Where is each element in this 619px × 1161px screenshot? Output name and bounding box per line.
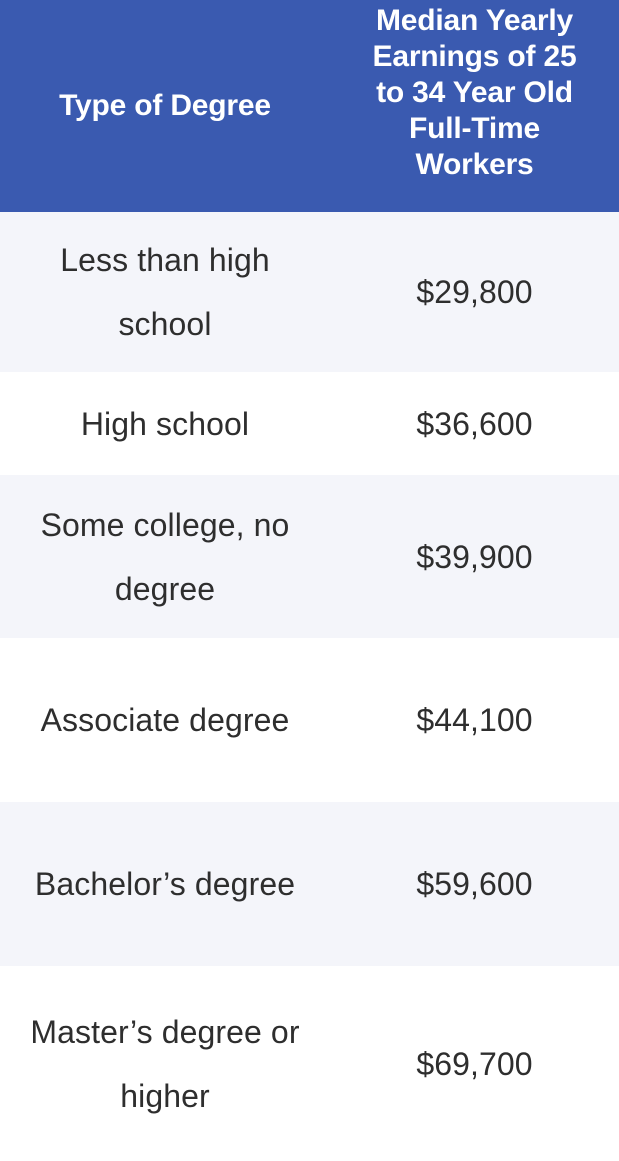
- cell-earnings: $44,100: [416, 702, 533, 738]
- cell-earnings: $39,900: [416, 538, 533, 575]
- table-row: Some college, no degree $39,900: [0, 475, 619, 638]
- column-header-earnings-line-2: Earnings of 25: [372, 40, 577, 73]
- column-header-degree-label: Type of Degree: [59, 89, 271, 122]
- cell-earnings: $36,600: [416, 405, 533, 442]
- cell-earnings: $69,700: [416, 1045, 533, 1082]
- column-header-earnings-line-3: to 34 Year Old: [376, 76, 573, 109]
- table-row: Less than high school $29,800: [0, 212, 619, 372]
- cell-earnings: $59,600: [416, 866, 533, 902]
- cell-degree: Some college, no degree: [40, 506, 290, 607]
- column-header-earnings-label: Median Yearly Earnings of 25 to 34 Year …: [373, 3, 577, 183]
- column-header-earnings-line-1: Median Yearly: [376, 4, 573, 37]
- table-body: Less than high school $29,800 High schoo…: [0, 212, 619, 1161]
- cell-earnings: $29,800: [416, 274, 533, 310]
- column-header-earnings-line-5: Workers: [415, 148, 534, 181]
- column-header-earnings: Median Yearly Earnings of 25 to 34 Year …: [330, 0, 619, 212]
- table-row: Associate degree $44,100: [0, 638, 619, 802]
- column-header-degree: Type of Degree: [0, 0, 330, 212]
- table-row: Bachelor’s degree $59,600: [0, 802, 619, 966]
- cell-degree: Bachelor’s degree: [34, 866, 296, 902]
- column-header-earnings-line-4: Full-Time: [408, 112, 540, 145]
- cell-degree: Associate degree: [40, 702, 290, 738]
- cell-degree: High school: [80, 405, 250, 442]
- table-row: High school $36,600: [0, 372, 619, 475]
- cell-degree: Less than high school: [60, 242, 270, 342]
- table-row: Master’s degree or higher $69,700: [0, 966, 619, 1161]
- cell-degree: Master’s degree or higher: [30, 1013, 300, 1114]
- table-header-row: Type of Degree Median Yearly Earnings of…: [0, 0, 619, 212]
